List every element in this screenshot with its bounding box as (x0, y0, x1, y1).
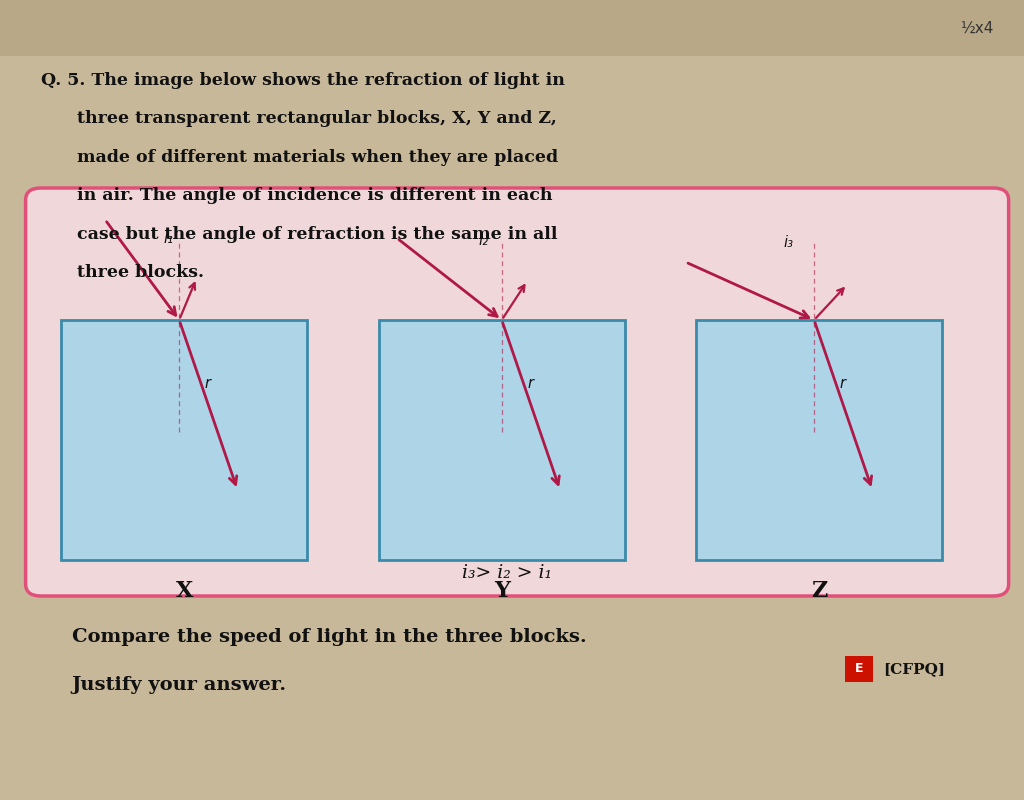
FancyBboxPatch shape (26, 188, 1009, 596)
Text: Y: Y (494, 580, 510, 602)
Bar (696, 320, 942, 560)
Bar (845, 656, 873, 682)
Text: i₁: i₁ (164, 230, 173, 246)
Text: three transparent rectangular blocks, X, Y and Z,: three transparent rectangular blocks, X,… (41, 110, 557, 127)
Text: X: X (176, 580, 193, 602)
Text: i₃: i₃ (783, 235, 794, 250)
Text: r: r (205, 376, 211, 391)
Text: [CFPQ]: [CFPQ] (883, 662, 945, 676)
Text: i₃> i₂ > i₁: i₃> i₂ > i₁ (462, 564, 552, 582)
Text: Justify your answer.: Justify your answer. (72, 676, 287, 694)
Text: r: r (840, 376, 846, 391)
Text: three blocks.: three blocks. (41, 264, 204, 281)
Text: made of different materials when they are placed: made of different materials when they ar… (41, 149, 558, 166)
Text: Q. 5. The image below shows the refraction of light in: Q. 5. The image below shows the refracti… (41, 72, 565, 89)
Text: in air. The angle of incidence is different in each: in air. The angle of incidence is differ… (41, 187, 553, 204)
Text: i₂: i₂ (478, 233, 488, 248)
Text: E: E (855, 662, 863, 675)
Bar (0, 0, 1024, 56)
Bar (379, 320, 625, 560)
Bar (61, 320, 307, 560)
Text: Compare the speed of light in the three blocks.: Compare the speed of light in the three … (72, 628, 587, 646)
Text: case but the angle of refraction is the same in all: case but the angle of refraction is the … (41, 226, 557, 242)
Text: r: r (527, 376, 534, 391)
Text: ½x4: ½x4 (959, 21, 993, 35)
Text: Z: Z (811, 580, 827, 602)
